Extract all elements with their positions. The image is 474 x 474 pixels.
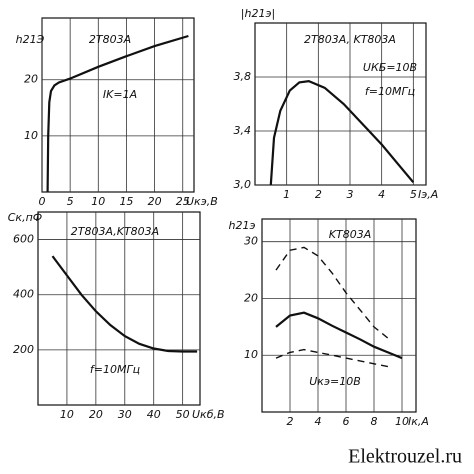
y-axis-label: h21э: [228, 219, 255, 232]
y-tick-label: 3,4: [234, 124, 252, 137]
y-tick-label: 10: [24, 129, 38, 142]
plot-frame: [37, 211, 201, 406]
x-axis-label: Uкэ,В: [186, 195, 218, 208]
x-tick-label: 1: [283, 188, 290, 201]
y-tick-label: 200: [13, 343, 34, 356]
line: [275, 246, 389, 339]
plot-frame: [254, 22, 427, 186]
x-tick-label: 0: [39, 195, 46, 208]
x-axis-label: Iэ,А: [418, 188, 438, 201]
x-axis-label: Uкб,В: [192, 408, 225, 421]
y-tick-label: 20: [24, 73, 38, 86]
x-tick-label: 10: [395, 415, 409, 428]
y-tick-label: 600: [13, 233, 34, 246]
x-tick-label: 10: [60, 408, 74, 421]
y-tick-label: 3,0: [234, 178, 252, 191]
annotation: f=10МГц: [90, 363, 140, 376]
annotation: UКБ=10В: [363, 61, 417, 74]
y-tick-label: 400: [13, 288, 34, 301]
y-tick-label: 20: [244, 291, 258, 304]
plot-frame: [261, 218, 417, 413]
panel-title: 2T803A: [89, 33, 131, 46]
annotation: Uкэ=10В: [309, 375, 361, 388]
line: [46, 34, 189, 193]
x-tick-label: 6: [343, 415, 350, 428]
watermark: Elektrouzel.ru: [348, 446, 462, 468]
x-tick-label: 50: [176, 408, 190, 421]
x-tick-label: 15: [119, 195, 133, 208]
y-tick-label: 10: [244, 348, 258, 361]
x-tick-label: 20: [89, 408, 103, 421]
x-tick-label: 40: [147, 408, 161, 421]
line: [51, 255, 198, 353]
panel-title: 2T803A, KT803A: [304, 33, 396, 46]
line: [275, 311, 403, 360]
x-tick-label: 5: [67, 195, 74, 208]
y-tick-label: 3,8: [234, 70, 252, 83]
annotation: IK=1A: [103, 88, 137, 101]
x-tick-label: 3: [347, 188, 354, 201]
y-tick-label: 30: [244, 235, 258, 248]
x-tick-label: 2: [315, 188, 322, 201]
x-tick-label: 25: [176, 195, 190, 208]
line: [269, 79, 415, 186]
x-tick-label: 5: [410, 188, 417, 201]
x-tick-label: 4: [378, 188, 385, 201]
y-axis-label: Cк,пФ: [8, 211, 42, 224]
x-tick-label: 4: [315, 415, 322, 428]
x-axis-label: Iк,А: [408, 415, 429, 428]
x-tick-label: 30: [118, 408, 132, 421]
x-tick-label: 20: [148, 195, 162, 208]
panel-title: KT803A: [329, 228, 371, 241]
panel-title: 2T803A,KT803A: [71, 225, 159, 238]
line: [275, 348, 389, 368]
y-axis-label: |h21э|: [241, 7, 275, 20]
x-tick-label: 10: [91, 195, 105, 208]
x-tick-label: 8: [371, 415, 378, 428]
y-axis-label: h21Э: [16, 33, 45, 46]
annotation: f=10МГц: [365, 85, 415, 98]
x-tick-label: 2: [287, 415, 294, 428]
